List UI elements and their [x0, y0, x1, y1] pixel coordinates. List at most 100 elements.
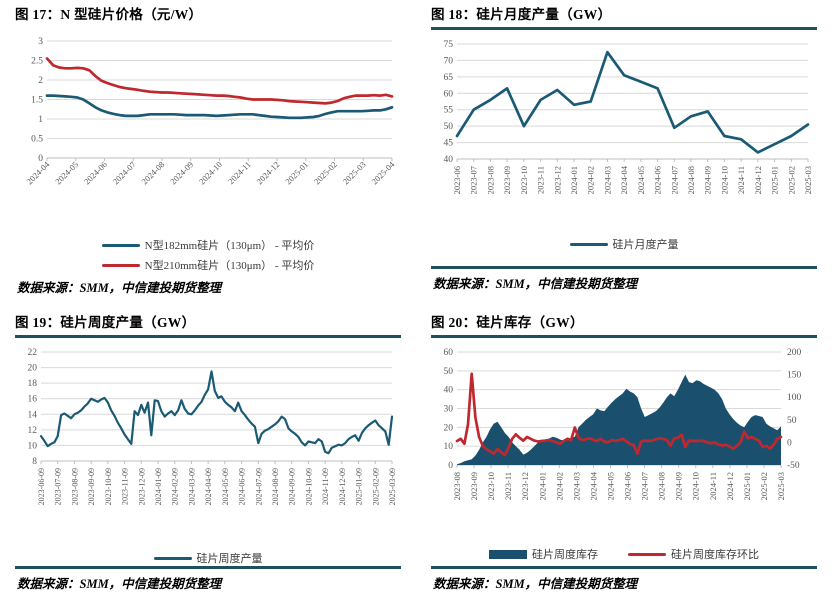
- svg-text:2025-03: 2025-03: [803, 166, 813, 194]
- svg-text:2024-04: 2024-04: [619, 165, 629, 194]
- svg-text:75: 75: [444, 40, 454, 50]
- svg-text:-50: -50: [787, 461, 800, 471]
- svg-text:2024-11-09: 2024-11-09: [321, 468, 330, 505]
- figure-18-title: 图 18：硅片月度产量（GW）: [431, 7, 612, 22]
- legend-label: 硅片周度产量: [196, 553, 263, 565]
- legend-label: N型182mm硅片（130μm） - 平均价: [144, 240, 315, 252]
- svg-text:2024-06: 2024-06: [653, 166, 663, 194]
- svg-text:2023-10: 2023-10: [519, 166, 529, 194]
- svg-text:2023-12: 2023-12: [552, 166, 562, 194]
- figure-19-source-note: 数据来源：SMM，中信建投期货整理: [17, 577, 222, 591]
- svg-text:2024-06-09: 2024-06-09: [238, 468, 247, 505]
- figure-17-legend: N型182mm硅片（130μm） - 平均价 N型210mm硅片（130μm） …: [101, 237, 315, 273]
- figure-20-source-note: 数据来源：SMM，中信建投期货整理: [433, 577, 638, 591]
- svg-text:2025-02: 2025-02: [312, 159, 339, 186]
- svg-text:2024-08: 2024-08: [139, 159, 166, 186]
- inventory-area-line-chart: 0 10 20 30 40 50 60 -50 0 50 100 150 200 2023-08 2023-…: [444, 348, 802, 500]
- figure-20-footer-rule: [431, 566, 817, 569]
- figure-17-chart-area: 0 0.5 1 1.5 2 2.5 3 2024-04 2024-05 2024-06 2024-0…: [15, 34, 401, 237]
- svg-text:2025-01: 2025-01: [770, 166, 780, 194]
- svg-text:2023-09: 2023-09: [502, 166, 512, 194]
- figure-19-chart-area: 8 10 12 14 16 18 20 22 2023-06-09 2023-07-09 2023-…: [15, 345, 401, 550]
- svg-text:2024-08: 2024-08: [657, 472, 667, 500]
- svg-text:1.5: 1.5: [31, 96, 43, 106]
- svg-text:2024-08-09: 2024-08-09: [271, 468, 280, 505]
- svg-text:2024-07-09: 2024-07-09: [254, 468, 263, 505]
- monthly-output-line-chart: 40 45 50 55 60 65 70 75 2023-06 2023-07 2023-08 202…: [444, 40, 814, 194]
- svg-text:2024-12-09: 2024-12-09: [338, 468, 347, 505]
- svg-text:2024-01-09: 2024-01-09: [154, 468, 163, 505]
- svg-text:2024-08: 2024-08: [686, 166, 696, 194]
- svg-text:2025-02: 2025-02: [759, 472, 769, 500]
- svg-text:2023-11: 2023-11: [503, 472, 513, 500]
- svg-text:2024-05: 2024-05: [636, 166, 646, 194]
- figure-20-title-rule: [431, 335, 817, 338]
- svg-text:65: 65: [444, 73, 454, 83]
- svg-text:2025-02: 2025-02: [786, 166, 796, 194]
- svg-text:1: 1: [38, 115, 43, 125]
- svg-text:2023-10-09: 2023-10-09: [104, 468, 113, 505]
- svg-text:45: 45: [444, 139, 454, 149]
- svg-text:100: 100: [787, 393, 802, 403]
- svg-text:2024-12: 2024-12: [254, 159, 281, 186]
- figure-20-legend: 硅片周度库存 硅片周度库存环比: [431, 546, 817, 562]
- svg-text:2025-03: 2025-03: [776, 472, 786, 500]
- svg-text:2024-03-09: 2024-03-09: [187, 468, 196, 505]
- svg-text:2024-09: 2024-09: [168, 159, 195, 186]
- figure-18-source-note: 数据来源：SMM，中信建投期货整理: [433, 277, 638, 291]
- svg-text:2024-12: 2024-12: [725, 472, 735, 500]
- svg-text:50: 50: [444, 122, 454, 132]
- svg-text:8: 8: [32, 457, 37, 467]
- svg-text:2025-02-09: 2025-02-09: [371, 468, 380, 505]
- figure-18-legend: 硅片月度产量: [431, 236, 817, 252]
- svg-text:2024-10: 2024-10: [691, 472, 701, 500]
- svg-text:2024-06: 2024-06: [82, 159, 109, 186]
- svg-text:2025-01: 2025-01: [742, 472, 752, 500]
- svg-text:2024-11: 2024-11: [226, 159, 253, 186]
- svg-text:16: 16: [28, 395, 38, 405]
- svg-text:60: 60: [444, 89, 454, 99]
- figure-20-title: 图 20：硅片库存（GW）: [431, 315, 584, 330]
- legend-line-swatch-red: [101, 263, 140, 267]
- svg-text:2024-10: 2024-10: [719, 166, 729, 194]
- svg-text:2023-09-09: 2023-09-09: [87, 468, 96, 505]
- figure-19-legend: 硅片周度产量: [15, 550, 401, 566]
- svg-text:2023-06: 2023-06: [452, 166, 462, 194]
- figure-18-title-rule: [431, 27, 817, 30]
- legend-line-swatch-blue: [569, 242, 608, 246]
- svg-text:200: 200: [787, 348, 802, 358]
- figure-17-title: 图 17：N 型硅片价格（元/W）: [15, 7, 203, 22]
- svg-text:2025-04: 2025-04: [369, 159, 397, 187]
- svg-text:2025-01: 2025-01: [283, 159, 310, 186]
- weekly-output-line-chart: 8 10 12 14 16 18 20 22 2023-06-09 2023-07-09 2023-…: [28, 348, 398, 505]
- svg-text:2025-01-09: 2025-01-09: [355, 468, 364, 505]
- figure-18-footer-rule: [431, 266, 817, 269]
- svg-text:2023-11: 2023-11: [536, 166, 546, 194]
- svg-text:2023-08: 2023-08: [452, 472, 462, 500]
- svg-text:2023-06-09: 2023-06-09: [37, 468, 46, 505]
- svg-text:2024-11: 2024-11: [736, 166, 746, 194]
- svg-text:3: 3: [38, 37, 43, 47]
- svg-text:2024-03: 2024-03: [602, 166, 612, 194]
- figure-20-panel: 图 20：硅片库存（GW） 0 10 20 30 40 50 60 -50 0 50 100 150 2…: [416, 300, 832, 600]
- svg-text:2024-12: 2024-12: [753, 166, 763, 194]
- svg-text:2024-02: 2024-02: [586, 166, 596, 194]
- svg-text:40: 40: [444, 386, 454, 396]
- legend-item-210mm: N型210mm硅片（130μm） - 平均价: [101, 257, 314, 273]
- legend-label: 硅片月度产量: [612, 239, 679, 251]
- svg-text:2024-02-09: 2024-02-09: [171, 468, 180, 505]
- svg-text:2023-08: 2023-08: [485, 166, 495, 194]
- svg-text:2.5: 2.5: [31, 57, 43, 67]
- legend-item-weekly-output: 硅片周度产量: [153, 550, 263, 566]
- svg-text:2024-04-09: 2024-04-09: [204, 468, 213, 505]
- svg-text:2024-07: 2024-07: [640, 472, 650, 500]
- svg-text:150: 150: [787, 371, 802, 381]
- svg-text:50: 50: [444, 367, 454, 377]
- svg-text:2023-10: 2023-10: [486, 472, 496, 500]
- svg-text:2024-09: 2024-09: [703, 166, 713, 194]
- svg-text:12: 12: [28, 426, 38, 436]
- svg-text:10: 10: [28, 441, 38, 451]
- legend-line-swatch-blue: [153, 556, 192, 560]
- svg-text:0: 0: [448, 461, 453, 471]
